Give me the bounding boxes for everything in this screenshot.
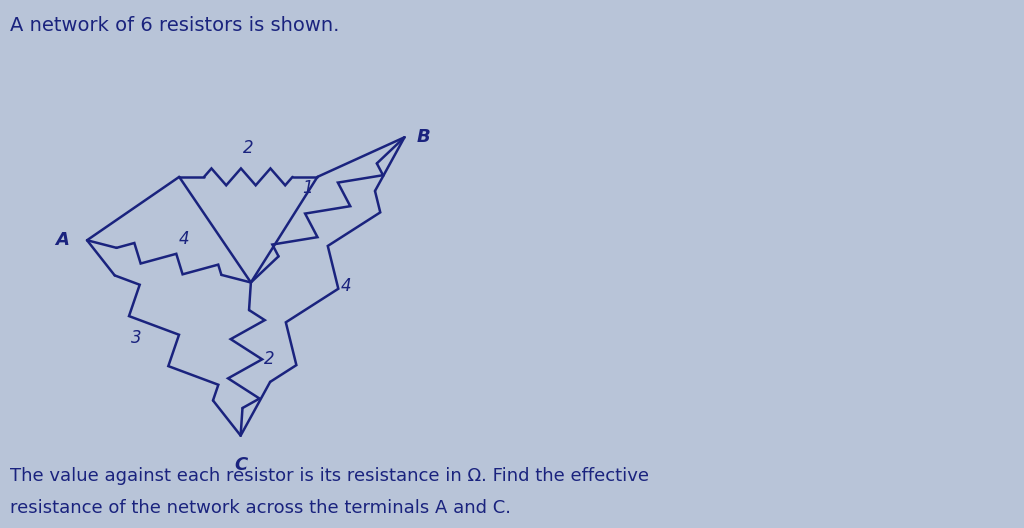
Text: 4: 4 [341, 277, 351, 296]
Text: resistance of the network across the terminals A and C.: resistance of the network across the ter… [10, 499, 511, 517]
Text: B: B [417, 128, 430, 146]
Text: The value against each resistor is its resistance in Ω. Find the effective: The value against each resistor is its r… [10, 467, 649, 485]
Text: 2: 2 [264, 350, 274, 368]
Text: C: C [234, 456, 247, 474]
Text: 1: 1 [302, 178, 312, 196]
Text: 4: 4 [179, 230, 189, 248]
Text: A: A [54, 231, 69, 249]
Text: 2: 2 [243, 139, 254, 157]
Text: A network of 6 resistors is shown.: A network of 6 resistors is shown. [10, 16, 340, 35]
Text: 3: 3 [131, 329, 141, 347]
